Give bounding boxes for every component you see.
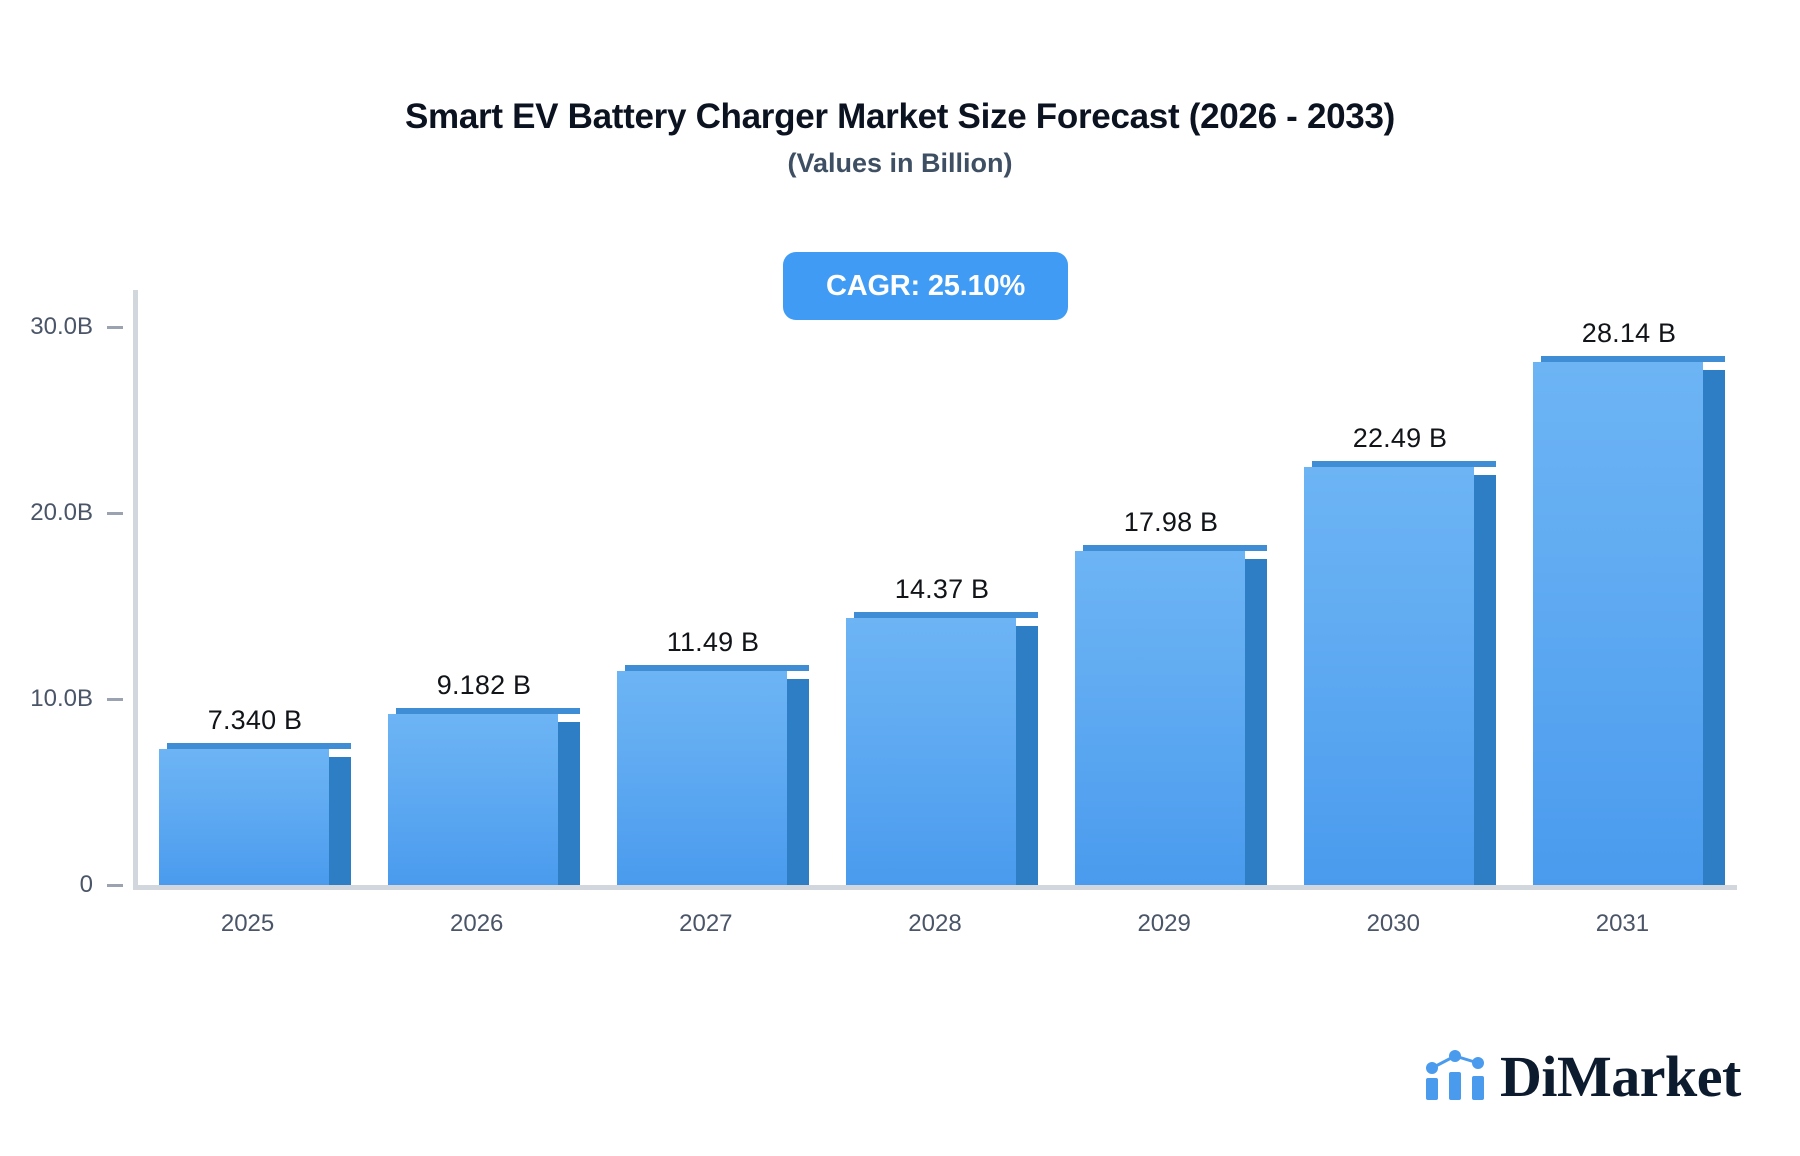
bar-value-label: 11.49 B xyxy=(666,627,760,658)
bar-3d-side xyxy=(558,722,580,885)
y-axis-tick-mark xyxy=(107,883,123,887)
y-axis-tick-label: 20.0B xyxy=(30,499,93,527)
bar-front-face xyxy=(1533,361,1703,885)
bar[interactable] xyxy=(1075,544,1267,885)
chart-title: Smart EV Battery Charger Market Size For… xyxy=(405,97,1395,136)
bar-3d-top xyxy=(625,665,809,672)
bar[interactable] xyxy=(1304,460,1496,885)
chart-subtitle: (Values in Billion) xyxy=(787,148,1013,178)
bar-front-face xyxy=(617,671,787,885)
bar-3d-top xyxy=(1083,544,1267,551)
bar-3d-side xyxy=(329,756,351,885)
x-axis-tick-label: 2027 xyxy=(679,910,733,937)
bar[interactable] xyxy=(617,665,809,885)
y-axis-tick-mark xyxy=(107,511,123,515)
x-axis-tick-label: 2026 xyxy=(450,910,504,937)
bar-3d-top xyxy=(396,708,580,715)
bar-value-label: 22.49 B xyxy=(1352,422,1448,453)
bar-3d-top xyxy=(1312,460,1496,467)
bar-3d-side xyxy=(1474,474,1496,885)
bar[interactable] xyxy=(846,611,1038,885)
x-axis-tick-label: 2025 xyxy=(220,910,275,937)
x-axis-tick-label: 2031 xyxy=(1595,910,1650,937)
y-axis-tick-label: 0 xyxy=(79,871,93,898)
bar-3d-top xyxy=(167,742,351,749)
y-axis-line xyxy=(133,290,138,889)
x-axis-line xyxy=(133,885,1737,890)
bar-3d-side xyxy=(1703,369,1725,885)
bar-3d-top xyxy=(1541,355,1725,362)
y-axis-tick-label: 30.0B xyxy=(30,313,93,341)
bar-value-label: 14.37 B xyxy=(894,573,990,604)
bar-front-face xyxy=(1075,550,1245,885)
cagr-badge-label: CAGR: 25.10% xyxy=(825,269,1026,302)
bar-front-face xyxy=(846,617,1016,885)
bar-value-label: 9.182 B xyxy=(436,670,532,701)
y-axis-tick-mark xyxy=(107,697,123,701)
bar[interactable] xyxy=(159,742,351,885)
y-axis-tick-label: 10.0B xyxy=(30,685,93,713)
dimarket-logo: DiMarket xyxy=(1424,1046,1741,1107)
bar-3d-side xyxy=(1245,558,1267,885)
bar-chart-icon xyxy=(1424,1046,1486,1107)
brand-name: DiMarket xyxy=(1500,1043,1741,1109)
bar-front-face xyxy=(388,714,558,885)
y-axis-tick-mark xyxy=(107,325,123,329)
bar-3d-side xyxy=(787,679,809,885)
bar[interactable] xyxy=(1533,355,1725,885)
bar-front-face xyxy=(1304,466,1474,885)
cagr-badge: CAGR: 25.10% xyxy=(783,252,1068,320)
bar-value-label: 17.98 B xyxy=(1123,506,1219,537)
bar-value-label: 7.340 B xyxy=(207,704,303,735)
x-axis-tick-label: 2028 xyxy=(908,910,962,937)
bar[interactable] xyxy=(388,708,580,885)
bar-front-face xyxy=(159,748,329,885)
bar-value-label: 28.14 B xyxy=(1581,317,1677,348)
x-axis-tick-label: 2029 xyxy=(1137,910,1191,937)
bar-3d-top xyxy=(854,611,1038,618)
bar-3d-side xyxy=(1016,625,1038,885)
x-axis-tick-label: 2030 xyxy=(1366,910,1420,937)
